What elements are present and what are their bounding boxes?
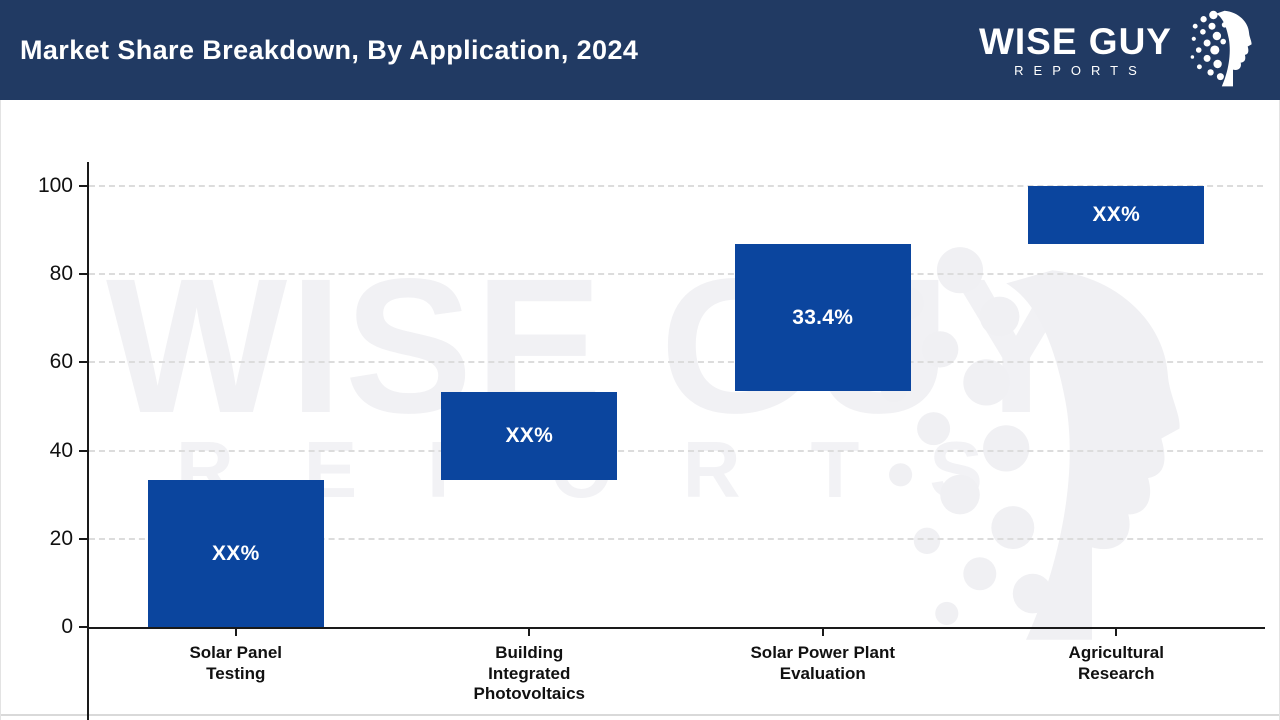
y-tick-label: 60 xyxy=(49,350,73,374)
chart-canvas: WISE GUY REPORTS XX%XX%33.4%XX% 02040608… xyxy=(0,100,1280,720)
bar-segment-2: XX% xyxy=(441,391,618,480)
y-tick-label: 100 xyxy=(37,174,73,197)
page-title: Market Share Breakdown, By Application, … xyxy=(20,34,639,65)
y-tick-label: 0 xyxy=(61,615,73,638)
page-bottom-divider xyxy=(1,714,1279,716)
logo-wordmark: WISE GUY xyxy=(978,21,1172,62)
wise-guy-reports-logo: WISE GUY REPORTS xyxy=(979,8,1280,92)
y-tick-mark xyxy=(79,537,87,540)
category-label: Solar Power Plant Evaluation xyxy=(750,643,896,683)
y-tick-label: 80 xyxy=(49,262,73,286)
y-tick-mark xyxy=(79,626,87,628)
y-tick-mark xyxy=(79,185,87,187)
x-tick-mark xyxy=(528,629,531,636)
gridline xyxy=(89,273,1263,276)
y-tick-label: 20 xyxy=(49,526,73,550)
bar-segment-4: XX% xyxy=(1028,186,1205,245)
gridline xyxy=(89,185,1263,187)
category-label: Agricultural Research xyxy=(1068,643,1164,683)
gridline xyxy=(89,537,1263,540)
bar-value-label: XX% xyxy=(1092,203,1141,227)
bar-segment-3: 33.4% xyxy=(734,244,911,392)
plot-area: XX% XX% 33.4% XX% xyxy=(89,185,1263,627)
category-label: Building Integrated Photovoltaics xyxy=(473,643,585,704)
y-axis-line xyxy=(87,162,89,720)
bar-value-label: 33.4% xyxy=(792,305,854,329)
header-bar: Market Share Breakdown, By Application, … xyxy=(0,0,1280,100)
logo-text: WISE GUY REPORTS xyxy=(979,23,1172,77)
x-axis-line xyxy=(87,627,1265,629)
y-tick-mark xyxy=(79,449,87,452)
x-tick-mark xyxy=(234,629,237,636)
gridline xyxy=(89,449,1263,452)
gridline xyxy=(89,361,1263,364)
bar-value-label: XX% xyxy=(505,423,554,447)
logo-head-profile-icon xyxy=(1190,10,1252,87)
bar-value-label: XX% xyxy=(211,541,260,565)
y-tick-mark xyxy=(79,361,87,364)
bar-segment-1: XX% xyxy=(147,480,324,627)
y-tick-mark xyxy=(79,273,87,276)
y-tick-label: 40 xyxy=(49,438,73,462)
x-tick-mark xyxy=(821,629,824,636)
category-label: Solar Panel Testing xyxy=(189,643,283,683)
x-tick-mark xyxy=(1115,629,1118,636)
logo-subtitle: REPORTS xyxy=(1014,63,1147,78)
